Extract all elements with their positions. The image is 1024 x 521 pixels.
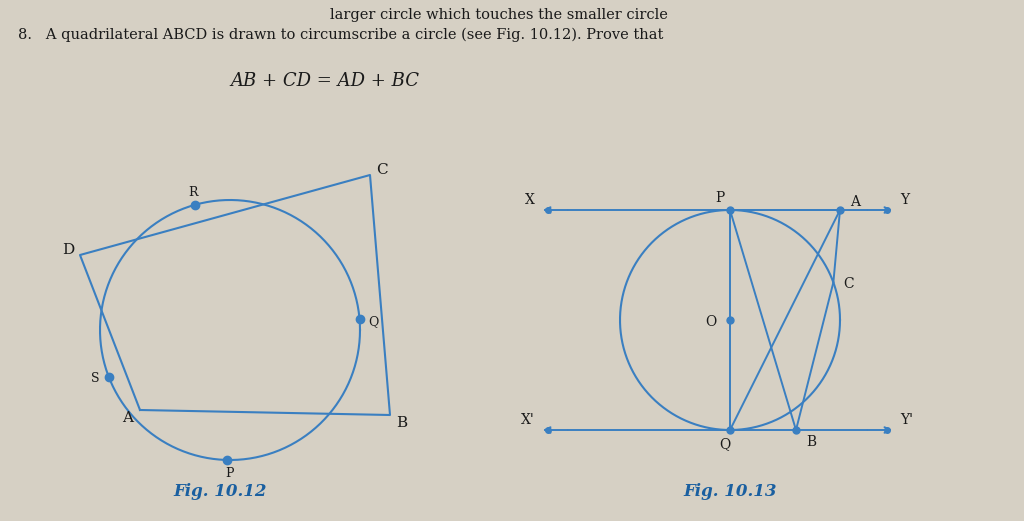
- Text: S: S: [90, 373, 99, 386]
- Text: B: B: [396, 416, 408, 430]
- Text: R: R: [188, 186, 199, 199]
- Text: Y': Y': [900, 413, 913, 427]
- Text: X: X: [525, 193, 535, 207]
- Text: A: A: [123, 411, 133, 425]
- Text: 8.   A quadrilateral ABCD is drawn to circumscribe a circle (see Fig. 10.12). Pr: 8. A quadrilateral ABCD is drawn to circ…: [18, 28, 664, 42]
- Text: X': X': [521, 413, 535, 427]
- Text: larger circle which touches the smaller circle: larger circle which touches the smaller …: [330, 8, 668, 22]
- Text: O: O: [705, 315, 716, 329]
- Text: AB + CD = AD + BC: AB + CD = AD + BC: [230, 72, 419, 90]
- Text: P: P: [225, 467, 233, 480]
- Text: B: B: [806, 435, 816, 449]
- Text: D: D: [61, 243, 74, 257]
- Text: Fig. 10.13: Fig. 10.13: [683, 483, 777, 500]
- Text: A: A: [850, 195, 860, 209]
- Text: Y: Y: [900, 193, 909, 207]
- Text: Q: Q: [369, 315, 379, 328]
- Text: C: C: [844, 277, 854, 291]
- Text: Fig. 10.12: Fig. 10.12: [173, 483, 266, 500]
- Text: P: P: [716, 191, 725, 205]
- Text: C: C: [376, 163, 388, 177]
- Text: Q: Q: [720, 437, 731, 451]
